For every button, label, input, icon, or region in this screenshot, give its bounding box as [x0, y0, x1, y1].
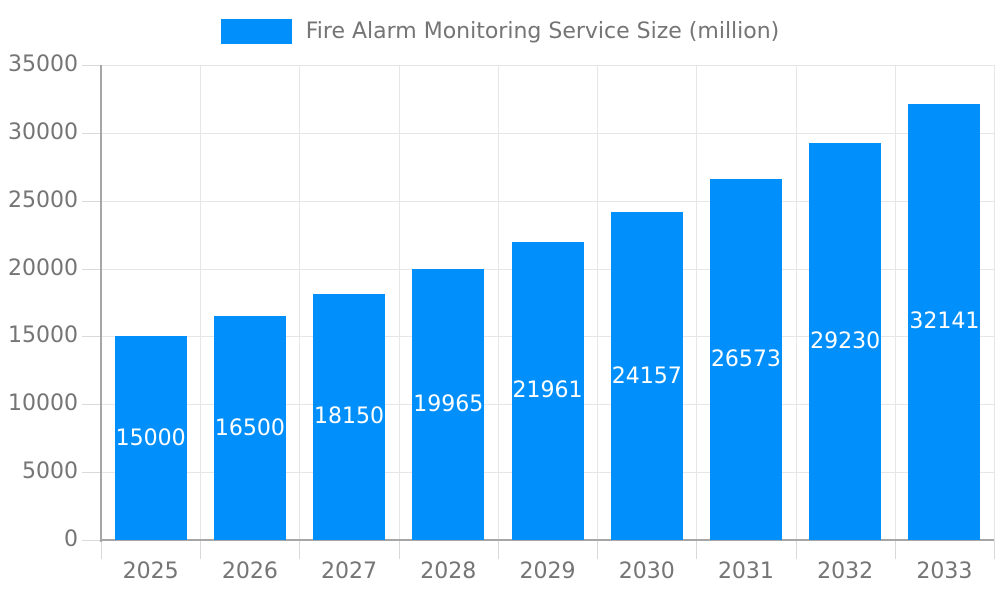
y-axis-tick: [82, 268, 101, 270]
x-tick-label: 2029: [519, 559, 576, 584]
y-tick-label: 5000: [22, 459, 78, 485]
x-axis-tick: [299, 540, 301, 559]
x-tick-label: 2031: [717, 559, 774, 584]
x-gridline: [795, 65, 797, 540]
x-axis-tick: [200, 540, 202, 559]
y-tick-label: 10000: [8, 391, 78, 417]
x-tick-label: 2027: [321, 559, 378, 584]
x-gridline: [299, 65, 301, 540]
bar-value-label: 21961: [512, 378, 583, 404]
bar-2027[interactable]: 18150: [313, 293, 386, 540]
x-gridline: [696, 65, 698, 540]
bar-2029[interactable]: 21961: [511, 241, 584, 540]
x-tick-label: 2025: [122, 559, 179, 584]
y-tick-label: 0: [64, 527, 78, 552]
x-axis-tick: [101, 540, 102, 559]
legend-swatch[interactable]: [220, 19, 292, 44]
y-axis-tick: [82, 540, 101, 541]
y-tick-label: 20000: [8, 255, 78, 281]
x-tick-label: 2028: [420, 559, 477, 584]
x-tick-label: 2032: [817, 559, 874, 584]
y-tick-label: 30000: [8, 119, 78, 145]
x-axis-tick: [994, 540, 995, 559]
x-gridline: [497, 65, 499, 540]
y-axis-tick: [82, 132, 101, 134]
legend-label[interactable]: Fire Alarm Monitoring Service Size (mill…: [305, 19, 780, 44]
bar-value-label: 32141: [909, 309, 980, 335]
x-gridline: [200, 65, 202, 540]
x-axis-tick: [795, 540, 797, 559]
x-gridline: [398, 65, 400, 540]
bar-value-label: 29230: [810, 329, 881, 355]
x-axis-tick: [696, 540, 698, 559]
y-tick-label: 35000: [8, 52, 78, 77]
y-tick-label: 25000: [8, 187, 78, 213]
x-gridline: [994, 65, 995, 540]
bar-2025[interactable]: 15000: [114, 336, 187, 540]
x-tick-label: 2030: [618, 559, 675, 584]
y-axis-tick: [82, 336, 101, 338]
bar-value-label: 15000: [115, 425, 186, 451]
bar-value-label: 26573: [710, 347, 781, 373]
x-axis-tick: [597, 540, 599, 559]
bar-2031[interactable]: 26573: [709, 179, 782, 540]
y-axis-tick: [82, 200, 101, 202]
y-axis-tick: [82, 472, 101, 474]
x-tick-label: 2033: [916, 559, 973, 584]
y-gridline: [101, 65, 994, 66]
x-axis-tick: [497, 540, 499, 559]
bar-2026[interactable]: 16500: [213, 316, 286, 540]
bar-2033[interactable]: 32141: [908, 103, 981, 540]
x-gridline: [597, 65, 599, 540]
bar-value-label: 24157: [611, 363, 682, 389]
bar-2032[interactable]: 29230: [809, 143, 882, 540]
chart-legend[interactable]: Fire Alarm Monitoring Service Size (mill…: [0, 19, 1000, 44]
bar-2028[interactable]: 19965: [412, 269, 485, 540]
bar-2030[interactable]: 24157: [610, 212, 683, 540]
y-tick-label: 15000: [8, 323, 78, 349]
x-axis-line: [101, 539, 994, 541]
y-gridline: [101, 132, 994, 134]
y-gridline: [101, 200, 994, 202]
y-axis-line: [100, 65, 102, 542]
bar-value-label: 16500: [214, 415, 285, 441]
x-tick-label: 2026: [221, 559, 278, 584]
bar-value-label: 19965: [413, 392, 484, 417]
bar-value-label: 18150: [314, 404, 385, 430]
x-axis-tick: [894, 540, 896, 559]
x-axis-tick: [398, 540, 400, 559]
y-axis-tick: [82, 65, 101, 66]
y-axis-tick: [82, 404, 101, 406]
x-gridline: [894, 65, 896, 540]
